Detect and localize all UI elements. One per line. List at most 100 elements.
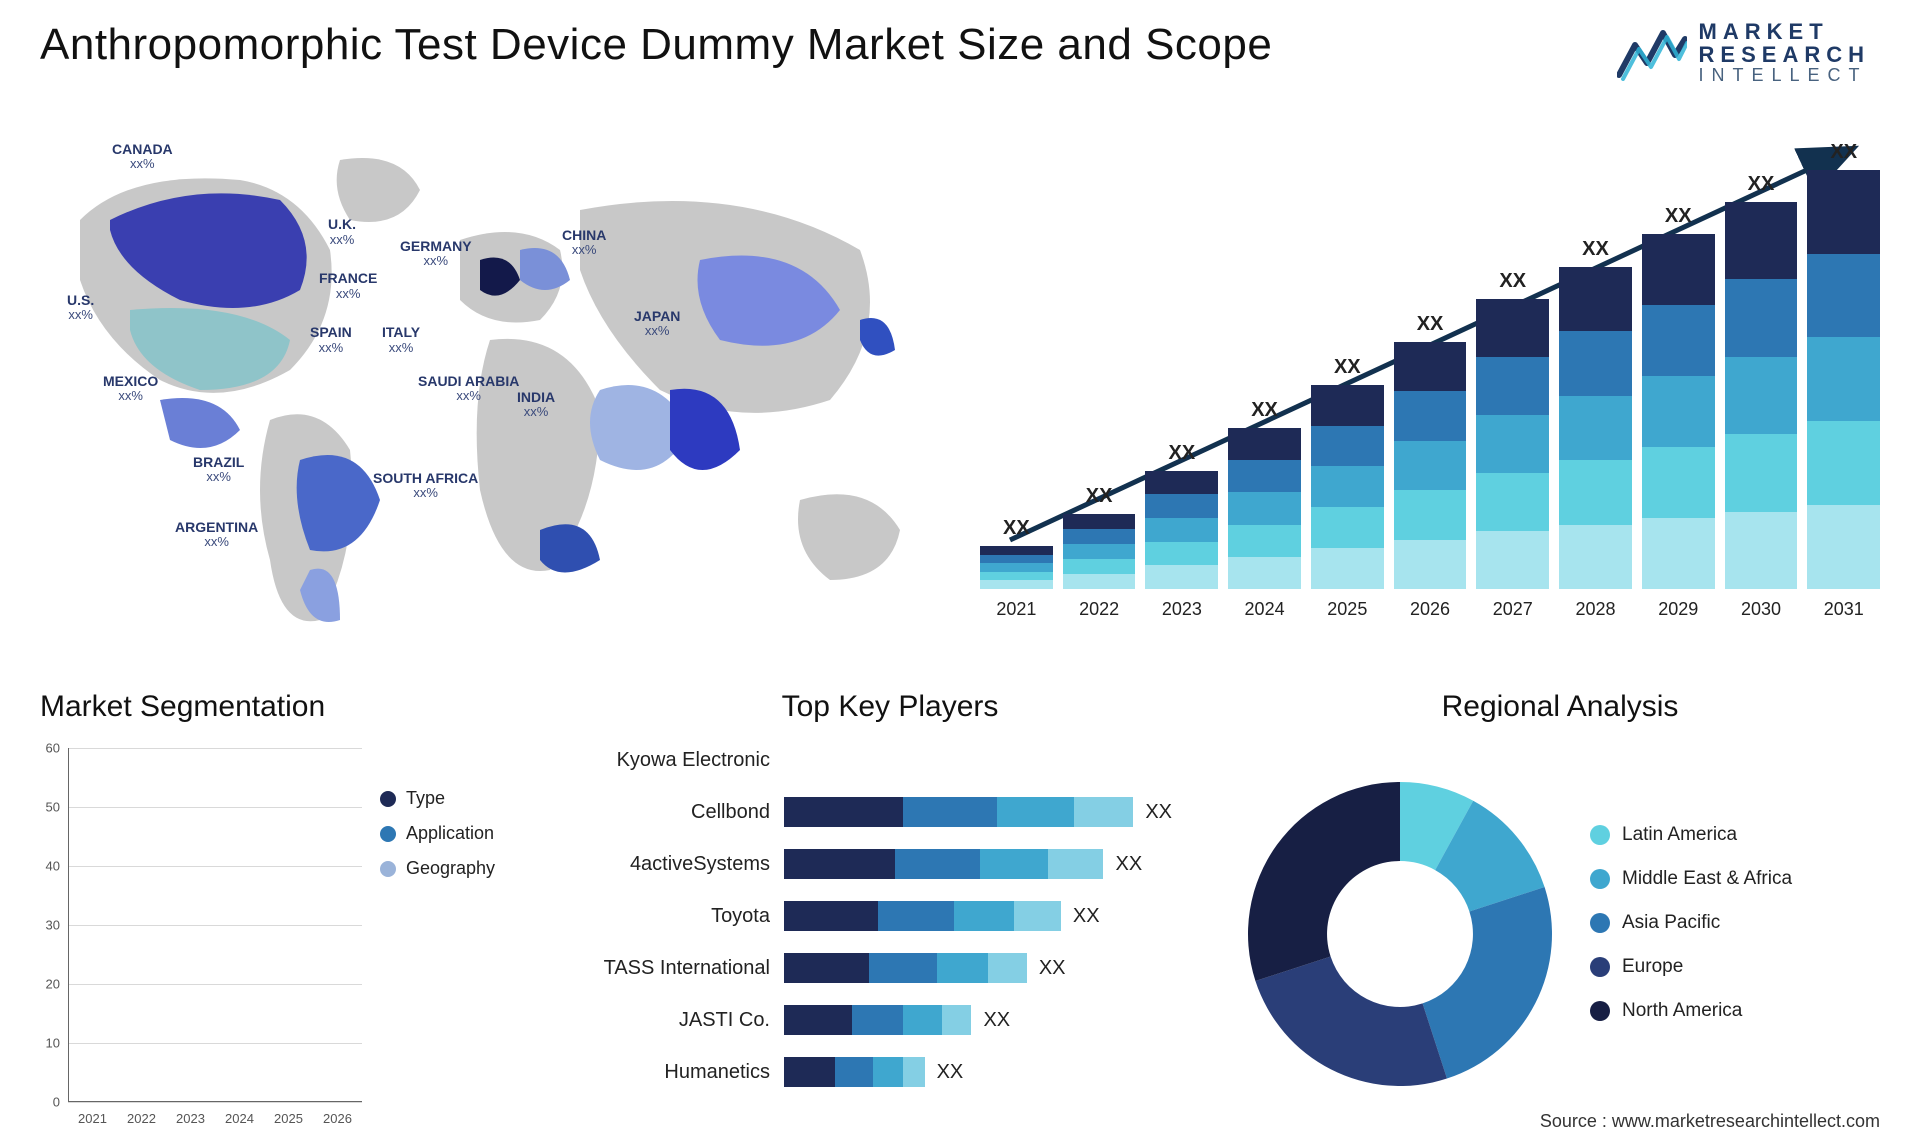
country-label: SAUDI ARABIAxx%: [418, 374, 519, 404]
growth-bar-segment: [1642, 234, 1715, 305]
player-row: 4activeSystems XX: [570, 842, 1210, 886]
logo-line-3: INTELLECT: [1699, 66, 1870, 85]
regional-legend-item: Asia Pacific: [1590, 912, 1880, 934]
growth-year-label: 2021: [996, 599, 1036, 620]
seg-legend-item: Type: [380, 788, 540, 809]
regional-legend-label: Middle East & Africa: [1622, 868, 1792, 890]
growth-bar: XX 2027: [1476, 270, 1549, 620]
growth-bar-segment: [1559, 525, 1632, 590]
seg-year-label: 2025: [274, 1111, 303, 1126]
growth-bar-segment: [980, 555, 1053, 564]
country-label: ITALYxx%: [382, 325, 420, 355]
growth-bar-segment: [1642, 518, 1715, 589]
growth-bar-segment: [1311, 385, 1384, 426]
player-bar-segment: [903, 1005, 941, 1035]
player-bar-segment: [997, 797, 1074, 827]
seg-ytick: 20: [46, 977, 60, 992]
growth-year-label: 2027: [1493, 599, 1533, 620]
legend-dot-icon: [1590, 869, 1610, 889]
growth-bar-segment: [1394, 391, 1467, 440]
growth-bar-segment: [1725, 512, 1798, 589]
growth-bar-segment: [1063, 559, 1136, 574]
seg-ytick: 30: [46, 918, 60, 933]
seg-legend-label: Application: [406, 823, 494, 844]
growth-year-label: 2024: [1245, 599, 1285, 620]
player-bar: [784, 1057, 925, 1087]
player-bar-segment: [784, 797, 903, 827]
growth-bar-label: XX: [1499, 270, 1526, 293]
growth-bar-segment: [980, 580, 1053, 589]
regional-donut: [1240, 774, 1560, 1094]
growth-bar-segment: [1476, 415, 1549, 473]
growth-bar: XX2021: [980, 517, 1053, 620]
growth-bar-segment: [980, 563, 1053, 572]
growth-bar-segment: [1394, 342, 1467, 391]
player-bar-segment: [852, 1005, 903, 1035]
country-label: SPAINxx%: [310, 325, 352, 355]
growth-bar-segment: [1394, 540, 1467, 589]
player-bar: [784, 901, 1061, 931]
player-name: Kyowa Electronic: [570, 749, 770, 772]
growth-bar-segment: [1559, 267, 1632, 332]
player-bar-segment: [873, 1057, 903, 1087]
regional-legend-label: Europe: [1622, 956, 1683, 978]
player-value: XX: [937, 1061, 964, 1084]
growth-bar-segment: [1311, 548, 1384, 589]
brand-logo: MARKET RESEARCH INTELLECT: [1617, 20, 1870, 85]
growth-bar-segment: [1063, 514, 1136, 529]
players-chart: Kyowa ElectronicCellbondXX4activeSystems…: [570, 738, 1210, 1130]
country-label: ARGENTINAxx%: [175, 520, 258, 550]
player-value: XX: [1073, 905, 1100, 928]
legend-dot-icon: [380, 861, 396, 877]
growth-bar-label: XX: [1251, 399, 1278, 422]
growth-year-label: 2025: [1327, 599, 1367, 620]
legend-dot-icon: [380, 826, 396, 842]
logo-line-1: MARKET: [1699, 20, 1870, 43]
growth-bar: XX2025: [1311, 356, 1384, 620]
growth-bar-segment: [1228, 525, 1301, 557]
player-name: Toyota: [570, 905, 770, 928]
growth-bar-segment: [1807, 421, 1880, 505]
growth-bar-label: XX: [1748, 173, 1775, 196]
player-bar: [784, 849, 1104, 879]
player-value: XX: [1116, 853, 1143, 876]
world-map-panel: CANADAxx%U.S.xx%MEXICOxx%BRAZILxx%ARGENT…: [40, 120, 940, 660]
donut-slice: [1248, 782, 1400, 981]
growth-year-label: 2028: [1575, 599, 1615, 620]
top-row: CANADAxx%U.S.xx%MEXICOxx%BRAZILxx%ARGENT…: [40, 120, 1880, 660]
seg-ytick: 40: [46, 859, 60, 874]
country-label: MEXICOxx%: [103, 374, 158, 404]
growth-bar-segment: [1063, 574, 1136, 589]
growth-bar-label: XX: [1086, 485, 1113, 508]
regional-legend-item: North America: [1590, 1000, 1880, 1022]
player-bar-segment: [784, 901, 878, 931]
player-bar-segment: [980, 849, 1048, 879]
regional-legend-item: Latin America: [1590, 824, 1880, 846]
seg-legend-item: Application: [380, 823, 540, 844]
growth-bar-segment: [1145, 471, 1218, 495]
player-name: TASS International: [570, 957, 770, 980]
growth-bar-segment: [1394, 490, 1467, 539]
growth-bar: XX2028: [1559, 238, 1632, 621]
growth-bar-segment: [1311, 466, 1384, 507]
country-label: CANADAxx%: [112, 142, 173, 172]
growth-bar: XX2030: [1725, 173, 1798, 620]
growth-bar-segment: [1063, 529, 1136, 544]
legend-dot-icon: [1590, 825, 1610, 845]
growth-bar-segment: [1063, 544, 1136, 559]
growth-year-label: 2023: [1162, 599, 1202, 620]
player-bar-segment: [903, 797, 997, 827]
growth-bar-segment: [1807, 254, 1880, 338]
segmentation-legend: TypeApplicationGeography: [380, 738, 540, 1130]
country-label: INDIAxx%: [517, 390, 555, 420]
growth-bar: XX2022: [1063, 485, 1136, 620]
growth-bar-segment: [980, 572, 1053, 581]
player-bar-segment: [988, 953, 1026, 983]
header: Anthropomorphic Test Device Dummy Market…: [40, 20, 1880, 110]
growth-year-label: 2031: [1824, 599, 1864, 620]
growth-bar: XX2026: [1394, 313, 1467, 620]
player-name: 4activeSystems: [570, 853, 770, 876]
player-bar-segment: [937, 953, 988, 983]
regional-legend-label: Asia Pacific: [1622, 912, 1720, 934]
players-panel: Top Key Players Kyowa ElectronicCellbond…: [570, 690, 1210, 1130]
